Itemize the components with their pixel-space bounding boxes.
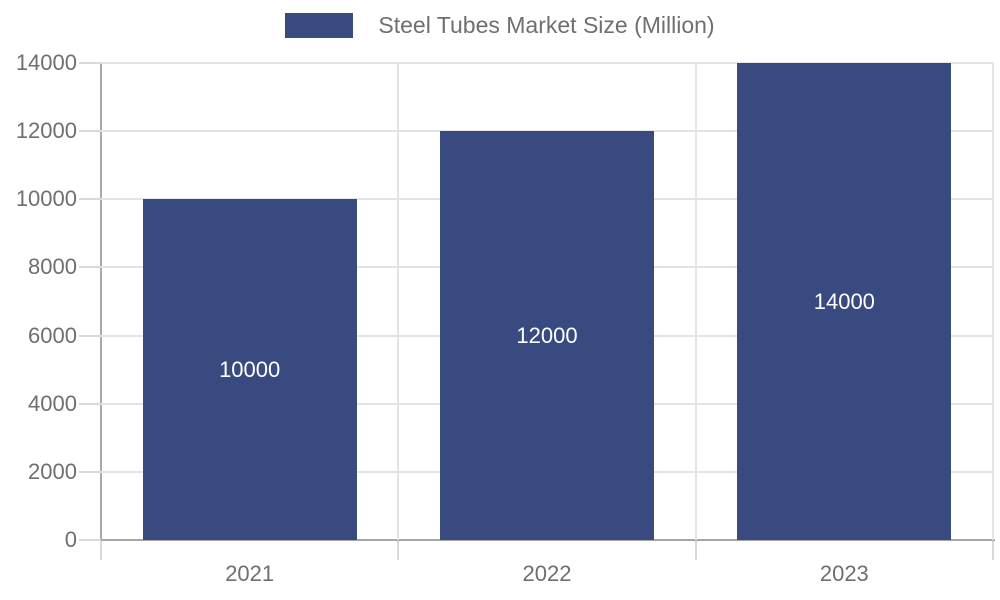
x-axis-label: 2021	[225, 561, 275, 586]
x-axis-label: 2022	[522, 561, 572, 586]
y-axis-label: 4000	[28, 390, 77, 416]
x-axis-label: 2023	[819, 561, 869, 586]
y-axis-label: 14000	[15, 50, 77, 75]
y-axis-tick	[79, 198, 101, 201]
x-axis-tick	[694, 541, 697, 560]
y-axis-line	[100, 63, 102, 540]
legend-label: Steel Tubes Market Size (Million)	[378, 12, 715, 38]
y-axis-tick	[79, 62, 101, 64]
y-axis-label: 6000	[28, 322, 77, 348]
bar-2021[interactable]	[142, 199, 357, 540]
gridline-y-14000	[101, 62, 993, 64]
bar-value-label: 14000	[813, 288, 875, 314]
legend-swatch	[285, 13, 354, 38]
bar-2022[interactable]	[440, 131, 654, 540]
x-axis-tick	[992, 541, 994, 560]
x-axis-line	[99, 539, 995, 541]
y-axis-tick	[79, 402, 101, 405]
bar-2023[interactable]	[737, 63, 952, 540]
y-axis-label: 2000	[28, 458, 77, 484]
gridline-x-boundary	[397, 63, 400, 540]
gridline-x-boundary	[694, 63, 697, 540]
y-axis-tick	[79, 334, 101, 337]
bar-value-label: 10000	[219, 356, 281, 382]
bar-value-label: 12000	[516, 322, 578, 348]
legend-item[interactable]: Steel Tubes Market Size (Million)	[0, 12, 1000, 39]
y-axis-label: 0	[64, 527, 77, 552]
y-axis-tick	[79, 266, 101, 269]
y-axis-label: 10000	[15, 186, 77, 212]
y-axis-tick	[79, 470, 101, 473]
y-axis-tick	[79, 130, 101, 133]
x-axis-tick	[100, 541, 102, 560]
y-axis-label: 8000	[28, 254, 77, 280]
x-axis-tick	[397, 541, 400, 560]
y-axis-tick	[79, 539, 101, 541]
gridline-x-boundary	[992, 63, 994, 540]
y-axis-label: 12000	[15, 118, 77, 144]
